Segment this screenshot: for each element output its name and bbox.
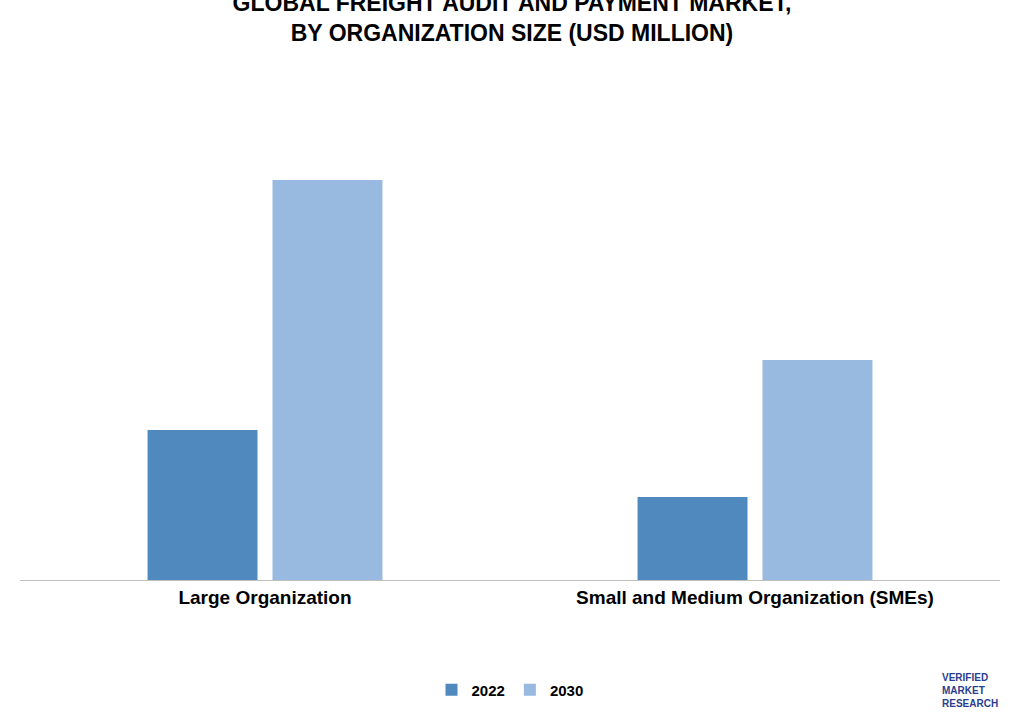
- svg-text:Small and Medium Organization: Small and Medium Organization (SMEs): [576, 587, 934, 608]
- svg-text:2022: 2022: [472, 682, 505, 699]
- svg-text:GLOBAL FREIGHT AUDIT AND PAYME: GLOBAL FREIGHT AUDIT AND PAYMENT MARKET,…: [233, 0, 792, 46]
- svg-text:2030: 2030: [550, 682, 583, 699]
- svg-text:VERIFIEDMARKETRESEARCH: VERIFIEDMARKETRESEARCH: [942, 672, 998, 709]
- svg-text:Large Organization: Large Organization: [178, 587, 351, 608]
